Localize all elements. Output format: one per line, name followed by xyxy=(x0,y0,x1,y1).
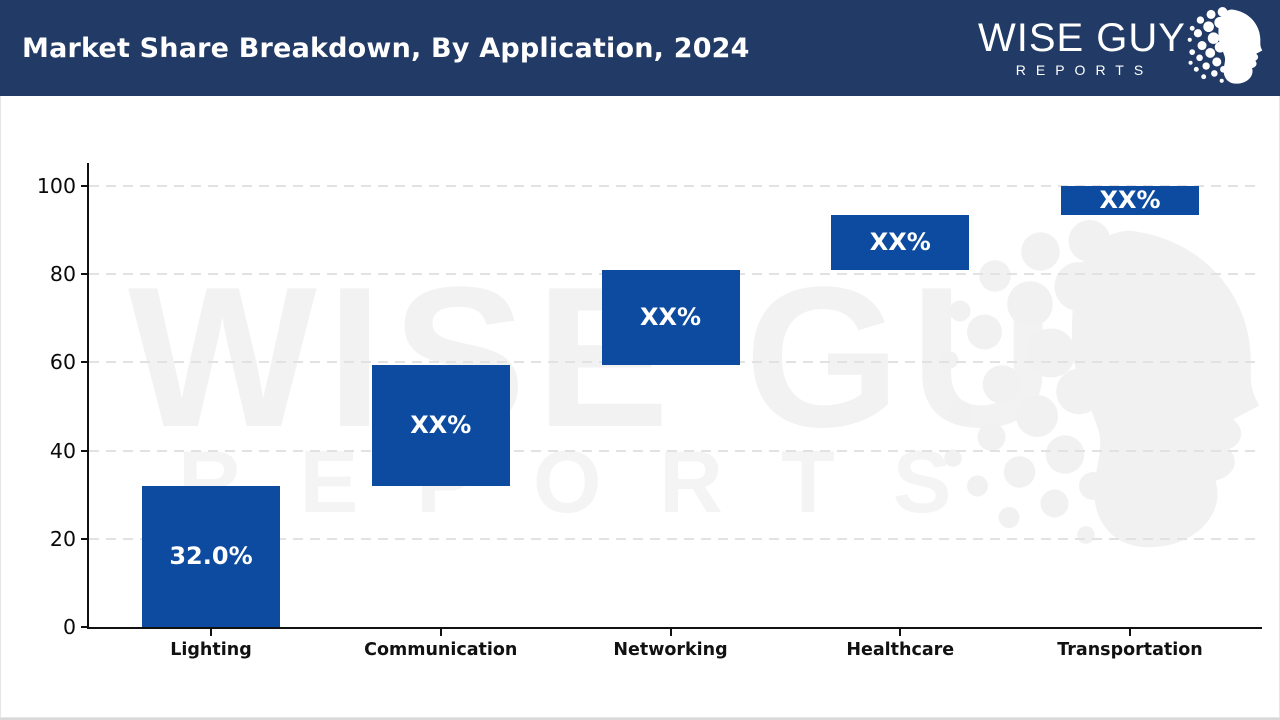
x-axis-spine xyxy=(87,627,1262,629)
bar-communication: XX% xyxy=(371,364,510,486)
category-label-networking: Networking xyxy=(613,640,728,660)
y-tick-20 xyxy=(81,537,89,540)
watermark-face-icon xyxy=(925,200,1275,590)
category-label-transportation: Transportation xyxy=(1057,640,1203,660)
y-tick-40 xyxy=(81,449,89,452)
y-axis-spine xyxy=(87,163,89,629)
brand-subtext: REPORTS xyxy=(1015,62,1154,78)
gridline-20 xyxy=(89,537,1256,540)
bar-value-label: XX% xyxy=(639,303,702,332)
y-tick-label-40: 40 xyxy=(49,438,76,463)
x-tick-communication xyxy=(439,629,442,636)
x-tick-healthcare xyxy=(899,629,902,636)
bar-transportation: XX% xyxy=(1061,186,1199,215)
bar-lighting: 32.0% xyxy=(142,485,280,627)
x-tick-transportation xyxy=(1129,629,1131,636)
brand-logo-text: WISE GUY REPORTS xyxy=(978,18,1186,78)
bar-healthcare: XX% xyxy=(831,214,970,270)
brand-wordmark: WISE GUY xyxy=(977,16,1186,60)
y-tick-80 xyxy=(81,273,89,276)
x-tick-networking xyxy=(669,629,672,636)
x-tick-lighting xyxy=(210,629,212,636)
header-bar: Market Share Breakdown, By Application, … xyxy=(0,0,1280,96)
y-tick-60 xyxy=(81,361,89,364)
brand-logo: WISE GUY REPORTS xyxy=(978,6,1280,90)
category-label-communication: Communication xyxy=(364,640,518,660)
bar-value-label: XX% xyxy=(410,411,472,440)
y-tick-label-20: 20 xyxy=(49,526,76,551)
category-label-lighting: Lighting xyxy=(170,640,252,660)
y-tick-0 xyxy=(81,626,89,628)
y-tick-label-100: 100 xyxy=(36,174,76,198)
bar-value-label: 32.0% xyxy=(169,542,253,571)
y-tick-label-60: 60 xyxy=(49,350,76,375)
bar-networking: XX% xyxy=(601,269,740,365)
gridline-40 xyxy=(89,449,1256,452)
y-tick-100 xyxy=(81,185,89,187)
page-title: Market Share Breakdown, By Application, … xyxy=(22,32,750,64)
bar-value-label: XX% xyxy=(869,228,931,257)
brand-face-icon xyxy=(1184,6,1266,90)
bar-value-label: XX% xyxy=(1099,186,1161,215)
y-tick-label-0: 0 xyxy=(62,615,76,639)
category-label-healthcare: Healthcare xyxy=(846,640,955,660)
watermark-subtext: REPORTS xyxy=(178,432,1010,531)
y-tick-label-80: 80 xyxy=(49,262,76,287)
gridline-100 xyxy=(89,185,1256,187)
